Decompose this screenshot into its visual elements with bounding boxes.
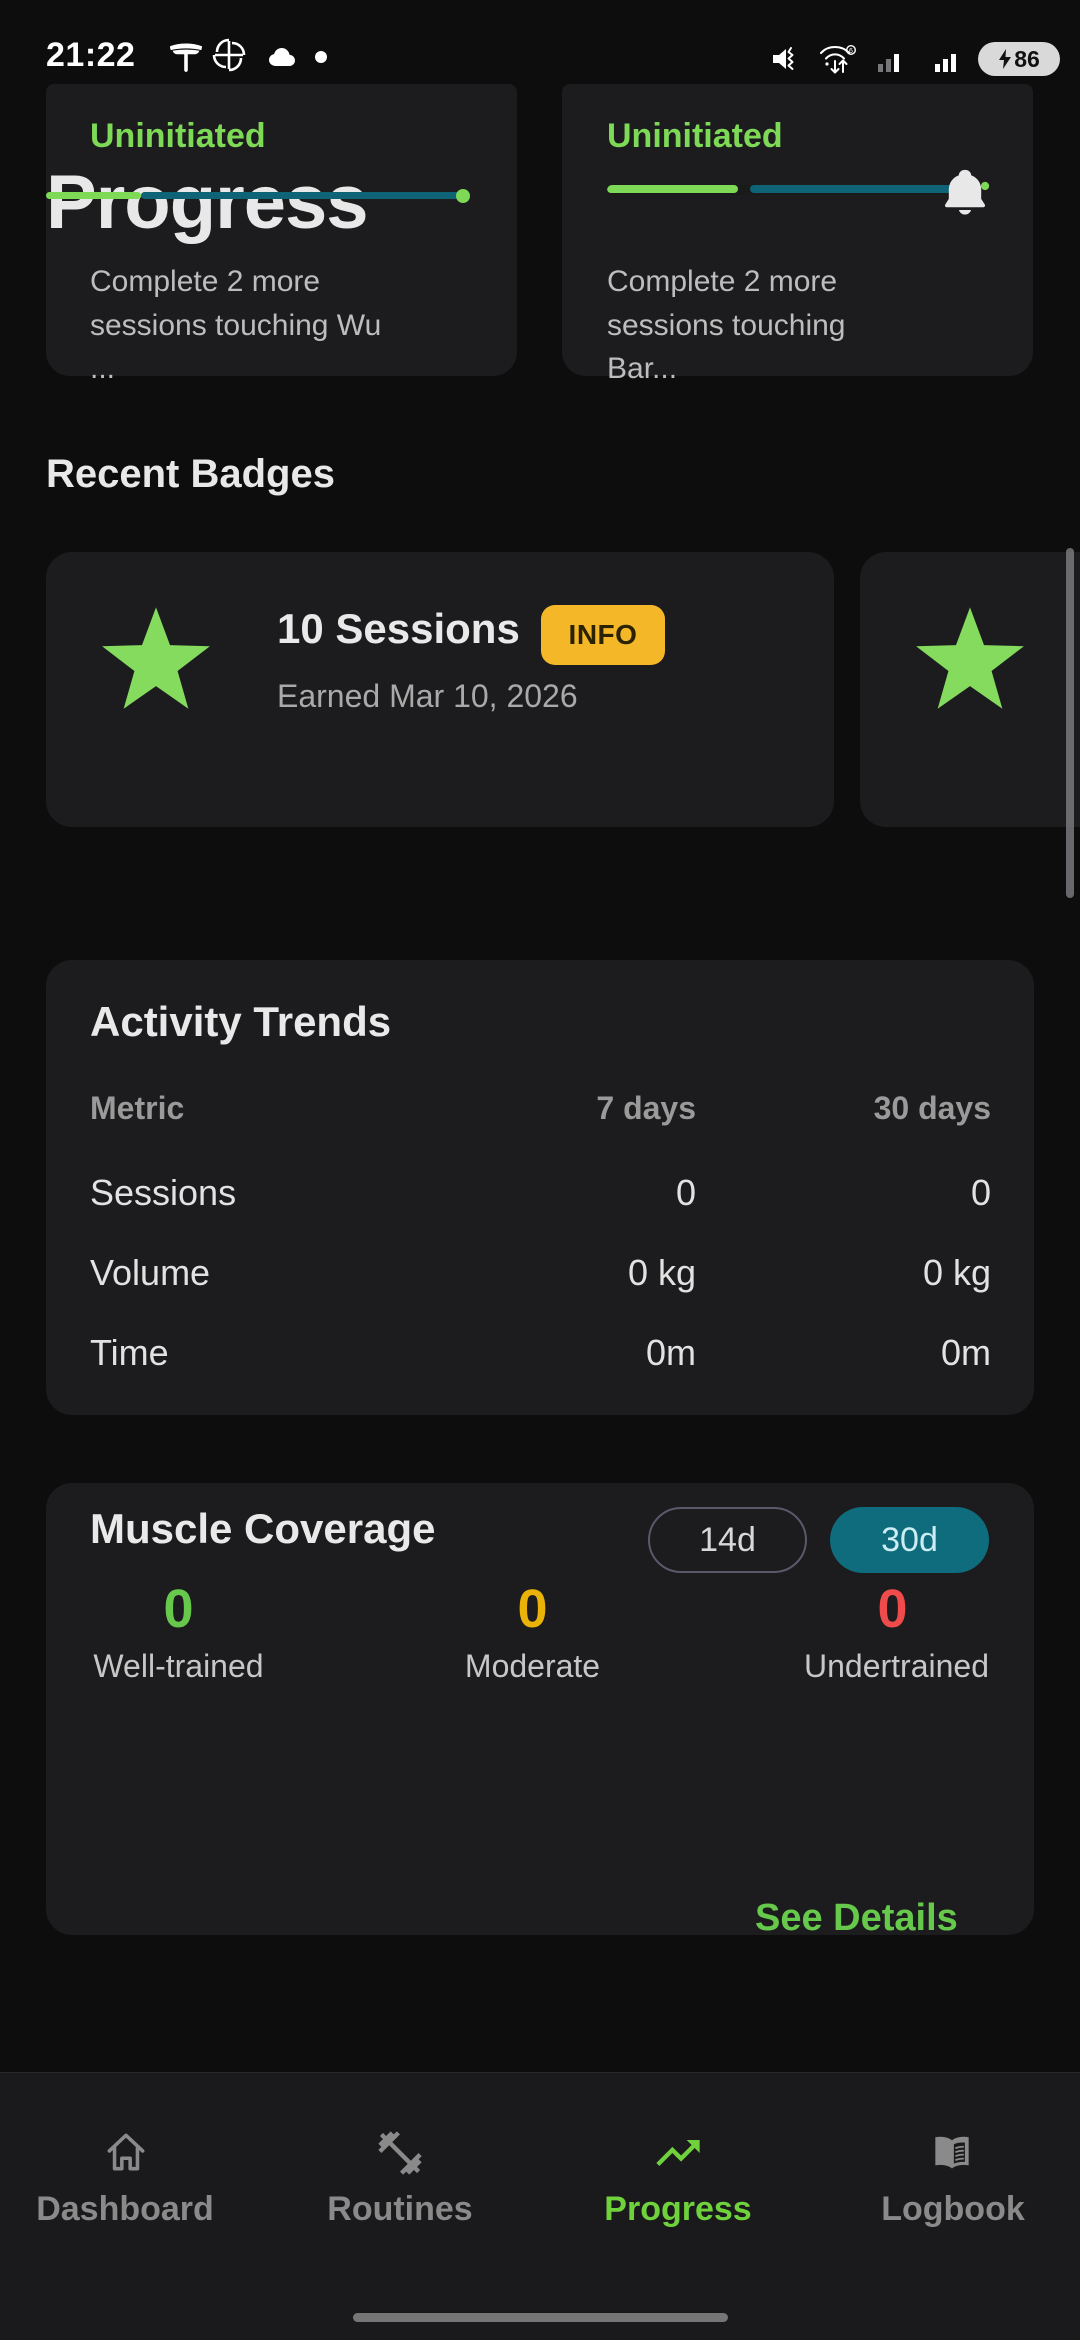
svg-text:6: 6 <box>849 48 853 55</box>
